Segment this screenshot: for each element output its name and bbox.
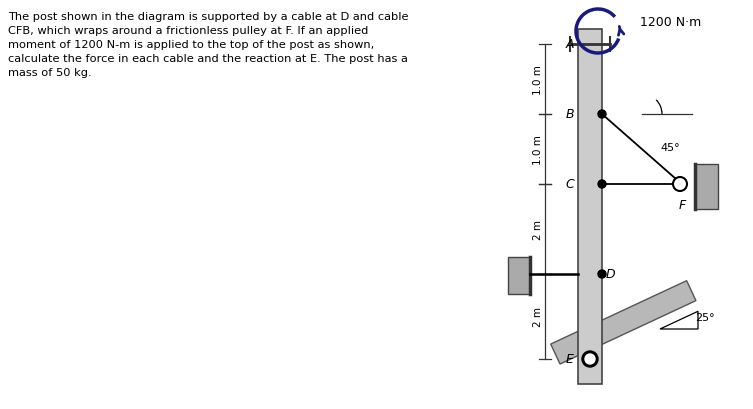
Bar bbox=[508, 257, 530, 294]
Text: 2 m: 2 m bbox=[533, 220, 543, 239]
Circle shape bbox=[598, 270, 606, 278]
Bar bbox=[578, 30, 602, 384]
Circle shape bbox=[673, 178, 687, 191]
Text: D: D bbox=[606, 268, 616, 281]
Text: The post shown in the diagram is supported by a cable at D and cable
CFB, which : The post shown in the diagram is support… bbox=[8, 12, 408, 78]
Text: B: B bbox=[566, 108, 574, 121]
Text: 1200 N·m: 1200 N·m bbox=[640, 16, 701, 29]
Text: 1.0 m: 1.0 m bbox=[533, 135, 543, 164]
Text: C: C bbox=[566, 178, 574, 191]
Text: A: A bbox=[566, 38, 574, 52]
Circle shape bbox=[598, 180, 606, 189]
Text: 1.0 m: 1.0 m bbox=[533, 65, 543, 95]
Text: 25°: 25° bbox=[695, 312, 715, 322]
Text: 2 m: 2 m bbox=[533, 307, 543, 327]
Circle shape bbox=[598, 111, 606, 119]
Text: E: E bbox=[566, 353, 574, 366]
Text: F: F bbox=[678, 198, 686, 211]
Bar bbox=[695, 164, 718, 209]
Text: 45°: 45° bbox=[660, 143, 680, 153]
Circle shape bbox=[582, 351, 598, 367]
Polygon shape bbox=[550, 281, 696, 364]
Circle shape bbox=[585, 354, 595, 364]
